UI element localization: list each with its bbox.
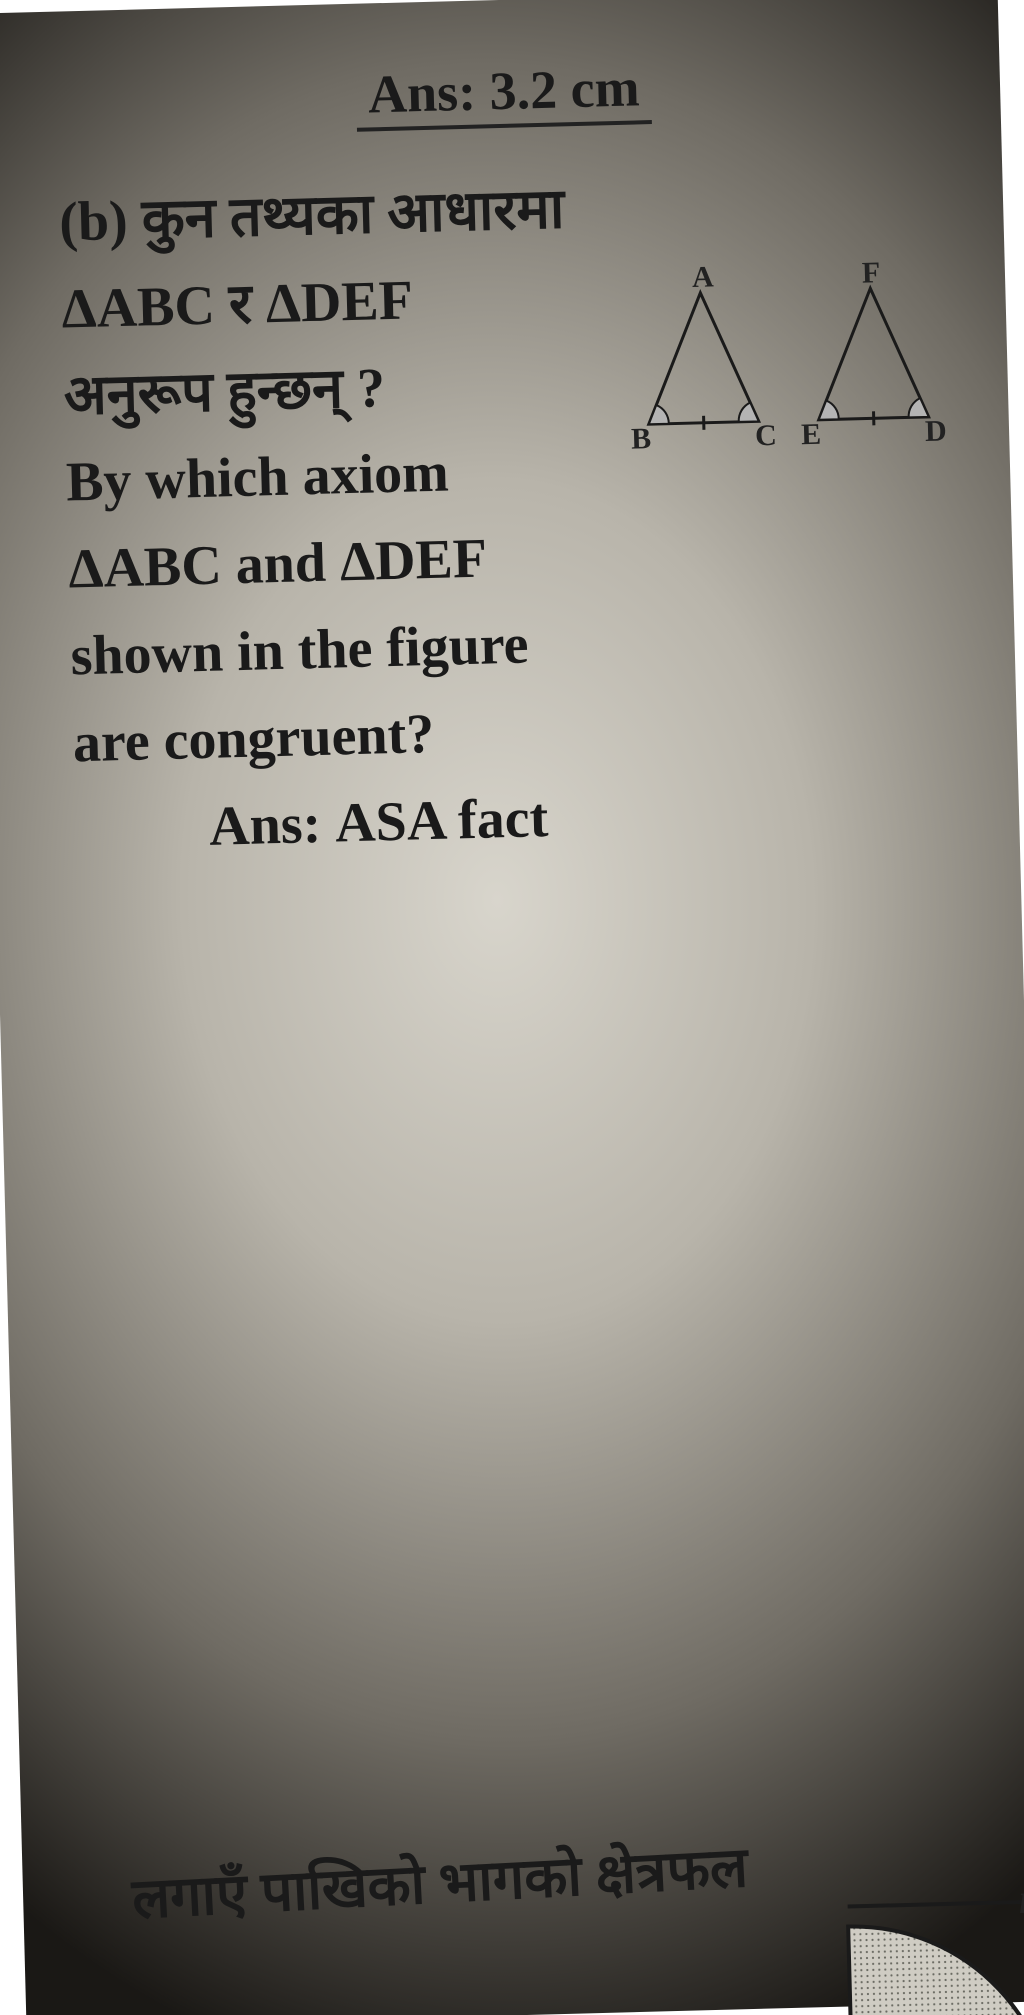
q-line1-part1: कुन तथ्यका आधारमा xyxy=(141,178,565,251)
triangles-row: A B C xyxy=(625,266,949,444)
q-line3: By which axiom xyxy=(65,442,449,514)
dimension-m-label: m xyxy=(1018,1875,1024,1924)
q-tri1: ΔABC xyxy=(61,274,216,340)
previous-answer-line: Ans: 3.2 cm xyxy=(355,56,652,132)
vertex-b-label: B xyxy=(631,422,652,457)
next-question-partial: लगाएँ पाखिको भागको क्षेत्रफल xyxy=(130,1827,749,1935)
figures-column: A B C xyxy=(625,266,949,444)
vertex-d-label: D xyxy=(925,414,948,449)
semicircle-figure: m xyxy=(827,1860,1024,2015)
triangle-abc: A B C xyxy=(625,271,779,445)
answer-label: Ans: xyxy=(208,793,322,858)
question-label: (b) xyxy=(58,190,128,254)
q-line2: अनुरूप हुन्छन् ? xyxy=(63,357,386,427)
q-tri1b: ΔABC xyxy=(68,535,223,601)
triangle-def: F E D xyxy=(795,266,949,440)
vertex-c-label: C xyxy=(755,419,778,454)
vertex-f-label: F xyxy=(861,256,880,290)
vertex-e-label: E xyxy=(801,418,822,453)
vertex-a-label: A xyxy=(692,260,715,295)
semicircle-svg xyxy=(827,1860,1024,2015)
q-tri2: ΔDEF xyxy=(265,269,414,335)
q-line5: are congruent? xyxy=(72,703,435,774)
q-ra: र xyxy=(228,273,253,336)
page-content: Ans: 3.2 cm (b) कुन तथ्यका आधारमा ΔABC र… xyxy=(55,48,960,873)
q-and: and xyxy=(235,532,327,596)
q-line4: shown in the figure xyxy=(70,613,529,687)
question-block: (b) कुन तथ्यका आधारमा ΔABC र ΔDEF अनुरूप… xyxy=(58,156,960,873)
scanned-page: Ans: 3.2 cm (b) कुन तथ्यका आधारमा ΔABC र… xyxy=(0,0,1024,2015)
answer-value: ASA fact xyxy=(334,787,549,855)
question-text: (b) कुन तथ्यका आधारमा ΔABC र ΔDEF अनुरूप… xyxy=(58,166,600,874)
q-tri2b: ΔDEF xyxy=(339,528,488,594)
